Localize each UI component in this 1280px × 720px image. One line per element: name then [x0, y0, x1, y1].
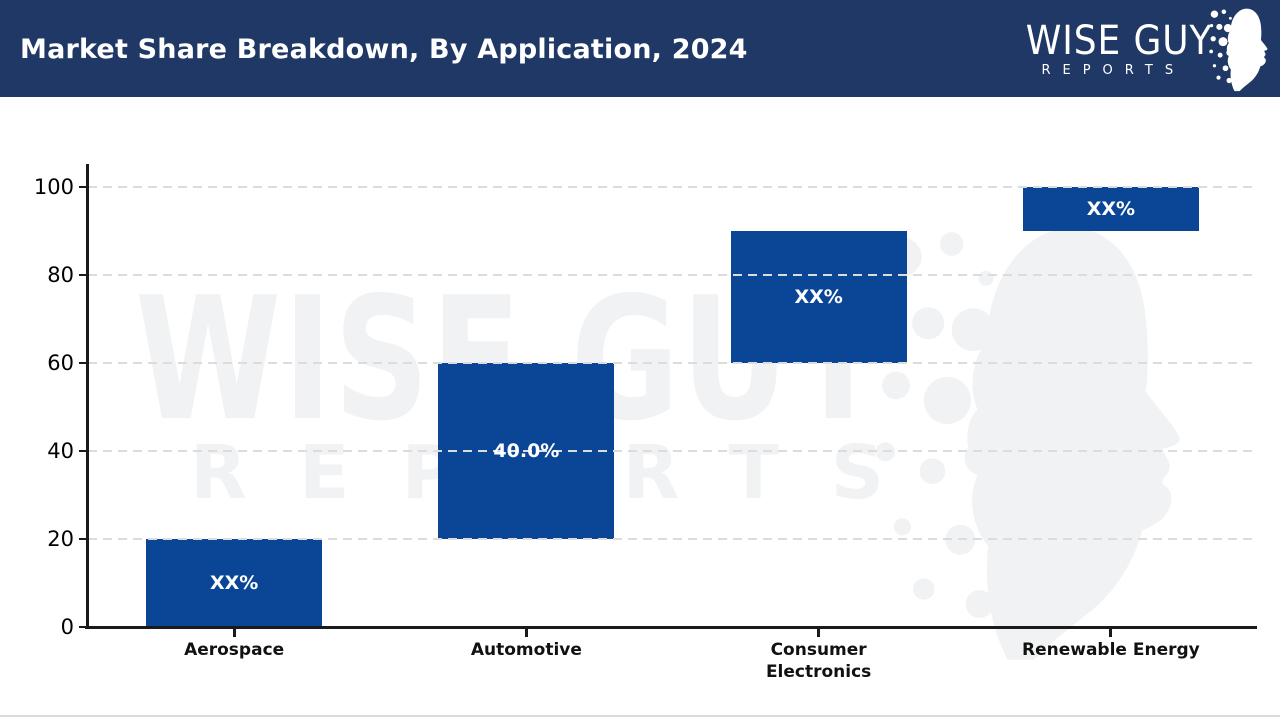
x-axis-line [85, 626, 1257, 629]
wise-guy-head-icon [1208, 6, 1270, 92]
x-tick-mark [232, 629, 236, 637]
watermark-head-icon [870, 214, 1192, 664]
y-tick-label: 60 [47, 351, 74, 375]
gridline-80 [88, 274, 1257, 276]
bar-value-label: XX% [1086, 198, 1136, 220]
y-tick-mark [79, 274, 88, 276]
y-tick-label: 80 [47, 263, 74, 287]
x-tick-mark [524, 629, 528, 637]
bar-consumer-electronics [730, 231, 907, 363]
gridline-60 [88, 362, 1257, 364]
y-tick-mark [79, 362, 88, 364]
x-tick-mark [817, 629, 821, 637]
bottom-divider [0, 715, 1280, 717]
y-tick-mark [79, 626, 88, 628]
x-category-label: Renewable Energy [1021, 640, 1200, 660]
bar-aerospace [146, 539, 323, 627]
gridline-40 [88, 450, 1257, 452]
gridline-20 [88, 538, 1257, 540]
bar-value-label: XX% [794, 286, 843, 308]
bar-value-label: XX% [209, 572, 259, 594]
y-tick-label: 20 [47, 527, 74, 551]
logo-text: WISE GUY REPORTS [1005, 20, 1212, 78]
header: Market Share Breakdown, By Application, … [0, 0, 1280, 97]
x-tick-mark [1109, 629, 1113, 637]
bar-renewable-energy [1022, 187, 1199, 231]
x-category-label: Aerospace [184, 640, 285, 660]
y-axis-line [86, 164, 89, 629]
x-category-label: Automotive [470, 640, 582, 660]
logo-wordmark: WISE GUY [1025, 18, 1212, 64]
gridline-100 [88, 186, 1257, 188]
bar-value-label: 40.0% [493, 440, 560, 462]
wise-guy-logo: WISE GUY REPORTS [1005, 4, 1270, 94]
y-tick-label: 100 [33, 175, 74, 199]
y-tick-mark [79, 186, 88, 188]
y-tick-mark [79, 450, 88, 452]
x-category-label: Consumer Electronics [765, 640, 872, 683]
y-tick-mark [79, 538, 88, 540]
y-tick-label: 40 [47, 439, 74, 463]
page-title: Market Share Breakdown, By Application, … [20, 34, 748, 65]
y-tick-label: 0 [60, 615, 74, 639]
logo-subtitle: REPORTS [1041, 63, 1186, 78]
